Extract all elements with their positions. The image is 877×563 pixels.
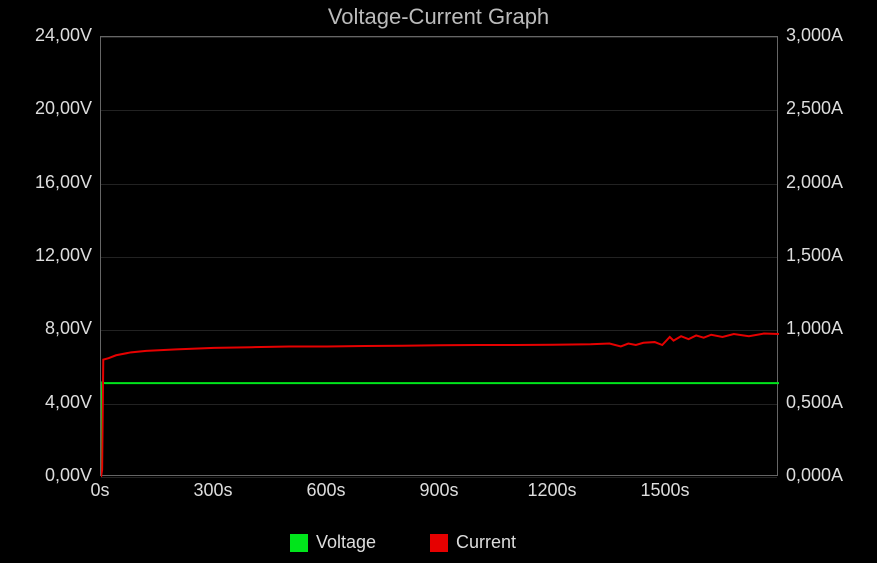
y-left-tick-label: 16,00V — [35, 172, 92, 193]
legend-label-current: Current — [456, 532, 516, 553]
y-right-tick-label: 0,500A — [786, 392, 843, 413]
y-right-tick-label: 2,500A — [786, 98, 843, 119]
x-tick-label: 600s — [296, 480, 356, 501]
grid-line — [101, 477, 777, 478]
y-left-tick-label: 8,00V — [45, 318, 92, 339]
series-voltage — [101, 383, 779, 477]
legend-swatch-current — [430, 534, 448, 552]
x-tick-label: 1200s — [522, 480, 582, 501]
series-current — [101, 334, 779, 477]
series-canvas — [101, 37, 779, 477]
legend-item-current: Current — [430, 532, 516, 553]
legend-swatch-voltage — [290, 534, 308, 552]
y-left-tick-label: 12,00V — [35, 245, 92, 266]
y-left-tick-label: 24,00V — [35, 25, 92, 46]
chart-title: Voltage-Current Graph — [0, 4, 877, 30]
y-left-tick-label: 4,00V — [45, 392, 92, 413]
y-right-tick-label: 2,000A — [786, 172, 843, 193]
y-right-tick-label: 1,500A — [786, 245, 843, 266]
x-tick-label: 1500s — [635, 480, 695, 501]
y-left-tick-label: 20,00V — [35, 98, 92, 119]
plot-area — [100, 36, 778, 476]
y-right-tick-label: 3,000A — [786, 25, 843, 46]
y-right-tick-label: 1,000A — [786, 318, 843, 339]
legend-label-voltage: Voltage — [316, 532, 376, 553]
x-tick-label: 300s — [183, 480, 243, 501]
chart-container: { "chart": { "type": "line-dual-axis", "… — [0, 0, 877, 563]
y-right-tick-label: 0,000A — [786, 465, 843, 486]
legend-item-voltage: Voltage — [290, 532, 376, 553]
x-tick-label: 900s — [409, 480, 469, 501]
x-tick-label: 0s — [70, 480, 130, 501]
